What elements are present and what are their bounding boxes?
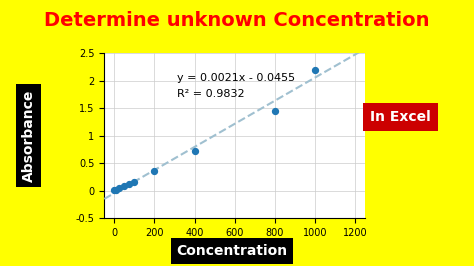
Point: [116, 186, 123, 190]
Point: [110, 188, 118, 192]
Point: [120, 184, 128, 188]
Text: Determine unknown Concentration: Determine unknown Concentration: [44, 11, 430, 30]
Point: [271, 109, 279, 114]
Text: Absorbance: Absorbance: [21, 89, 36, 182]
Point: [126, 182, 133, 186]
Point: [112, 188, 120, 192]
Point: [311, 68, 319, 72]
Text: y = 0.0021x - 0.0455: y = 0.0021x - 0.0455: [177, 73, 295, 83]
Text: R² = 0.9832: R² = 0.9832: [177, 89, 245, 99]
Point: [130, 180, 138, 184]
Text: Concentration: Concentration: [177, 244, 288, 258]
Point: [191, 149, 198, 153]
Text: In Excel: In Excel: [370, 110, 431, 124]
Point: [151, 169, 158, 173]
